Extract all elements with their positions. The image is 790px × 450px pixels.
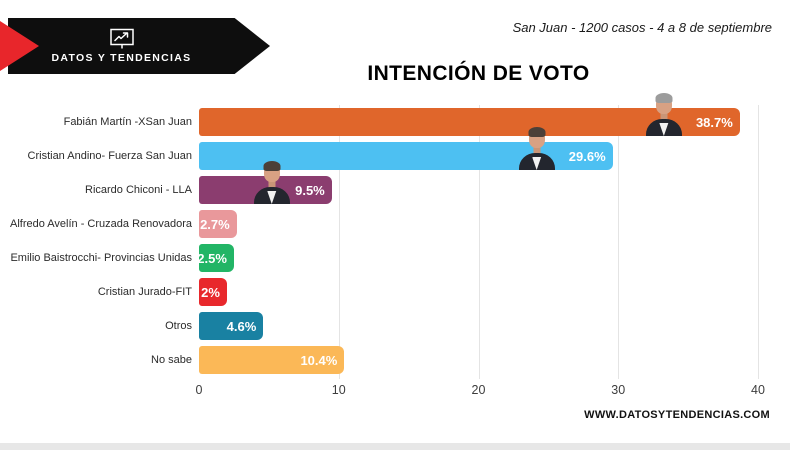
bar-track: 2.5% [197, 244, 758, 272]
bar-5: 2.5% [197, 244, 234, 272]
candidate-label: No sabe [151, 353, 192, 366]
trend-board-icon [109, 28, 135, 50]
candidate-label: Cristian Jurado-FIT [97, 285, 192, 298]
gridline [618, 105, 620, 379]
brand-name: DATOS Y TENDENCIAS [51, 52, 192, 64]
gridline [338, 105, 340, 379]
bar-track: 29.6% [199, 127, 758, 170]
bar-value-label: 10.4% [300, 352, 338, 368]
bar-track: 38.7% [199, 93, 758, 136]
bar-value-label: 4.6% [226, 318, 257, 334]
bar-value-label: 2% [201, 284, 220, 300]
bar-7: 4.6% [199, 312, 264, 340]
chart-row: Alfredo Avelín - Cruzada Renovadora 2.7% [0, 207, 790, 241]
gridline [758, 105, 759, 379]
chart-row: No sabe 10.4% [0, 343, 790, 377]
bar-value-label: 2.5% [197, 250, 227, 266]
candidate-label: Emilio Baistrocchi- Provincias Unidas [10, 251, 192, 264]
bottom-strip [0, 443, 790, 450]
x-axis: 0 10 20 30 40 [195, 383, 765, 401]
bar-6: 2% [199, 278, 227, 306]
candidate-photo [517, 127, 557, 170]
brand-banner: DATOS Y TENDENCIAS [0, 18, 270, 74]
bar-track: 9.5% [199, 161, 758, 204]
survey-sample-subtitle: San Juan - 1200 casos - 4 a 8 de septiem… [512, 20, 772, 35]
chart-row: Fabián Martín -XSan Juan 38.7% [0, 93, 790, 139]
bar-value-label: 38.7% [695, 114, 733, 130]
bar-value-label: 9.5% [295, 182, 325, 198]
bar-1: 38.7% [199, 93, 740, 136]
candidate-photo [644, 93, 684, 136]
bar-value-label: 2.7% [200, 216, 230, 232]
candidate-label: Fabián Martín -XSan Juan [63, 115, 192, 128]
chart-title: INTENCIÓN DE VOTO [367, 62, 590, 85]
bar-track: 10.4% [199, 346, 758, 374]
bar-3: 9.5% [199, 161, 332, 204]
candidate-label: Cristian Andino- Fuerza San Juan [27, 149, 192, 162]
chart-row: Otros 4.6% [0, 309, 790, 343]
gridline [478, 105, 480, 379]
x-tick-label: 0 [195, 383, 203, 397]
x-tick-label: 30 [611, 383, 626, 397]
bar-track: 2% [199, 278, 758, 306]
banner-arrow-shape: DATOS Y TENDENCIAS [8, 18, 270, 74]
bar-8: 10.4% [199, 346, 345, 374]
chart-row: Ricardo Chiconi - LLA 9.5% [0, 161, 790, 207]
gridlines [199, 105, 759, 379]
candidate-label: Otros [165, 319, 192, 332]
vote-intention-bar-chart: Fabián Martín -XSan Juan 38.7% Cristian An… [0, 93, 790, 405]
x-tick-label: 40 [751, 383, 765, 397]
chart-row: Cristian Jurado-FIT 2% [0, 275, 790, 309]
chart-row: Cristian Andino- Fuerza San Juan 29.6% [0, 127, 790, 173]
bar-track: 2.7% [199, 210, 758, 238]
bar-4: 2.7% [199, 210, 237, 238]
candidate-photo [252, 161, 292, 204]
candidate-label: Ricardo Chiconi - LLA [85, 183, 192, 196]
website-url: WWW.DATOSYTENDENCIAS.COM [584, 409, 770, 421]
chart-row: Emilio Baistrocchi- Provincias Unidas 2.5… [0, 241, 790, 275]
bar-value-label: 29.6% [568, 148, 606, 164]
bar-2: 29.6% [199, 127, 613, 170]
chart-rows: Fabián Martín -XSan Juan 38.7% Cristian An… [0, 93, 790, 377]
candidate-label: Alfredo Avelín - Cruzada Renovadora [9, 217, 192, 230]
x-tick-label: 10 [331, 383, 346, 397]
x-tick-label: 20 [471, 383, 486, 397]
bar-track: 4.6% [199, 312, 758, 340]
